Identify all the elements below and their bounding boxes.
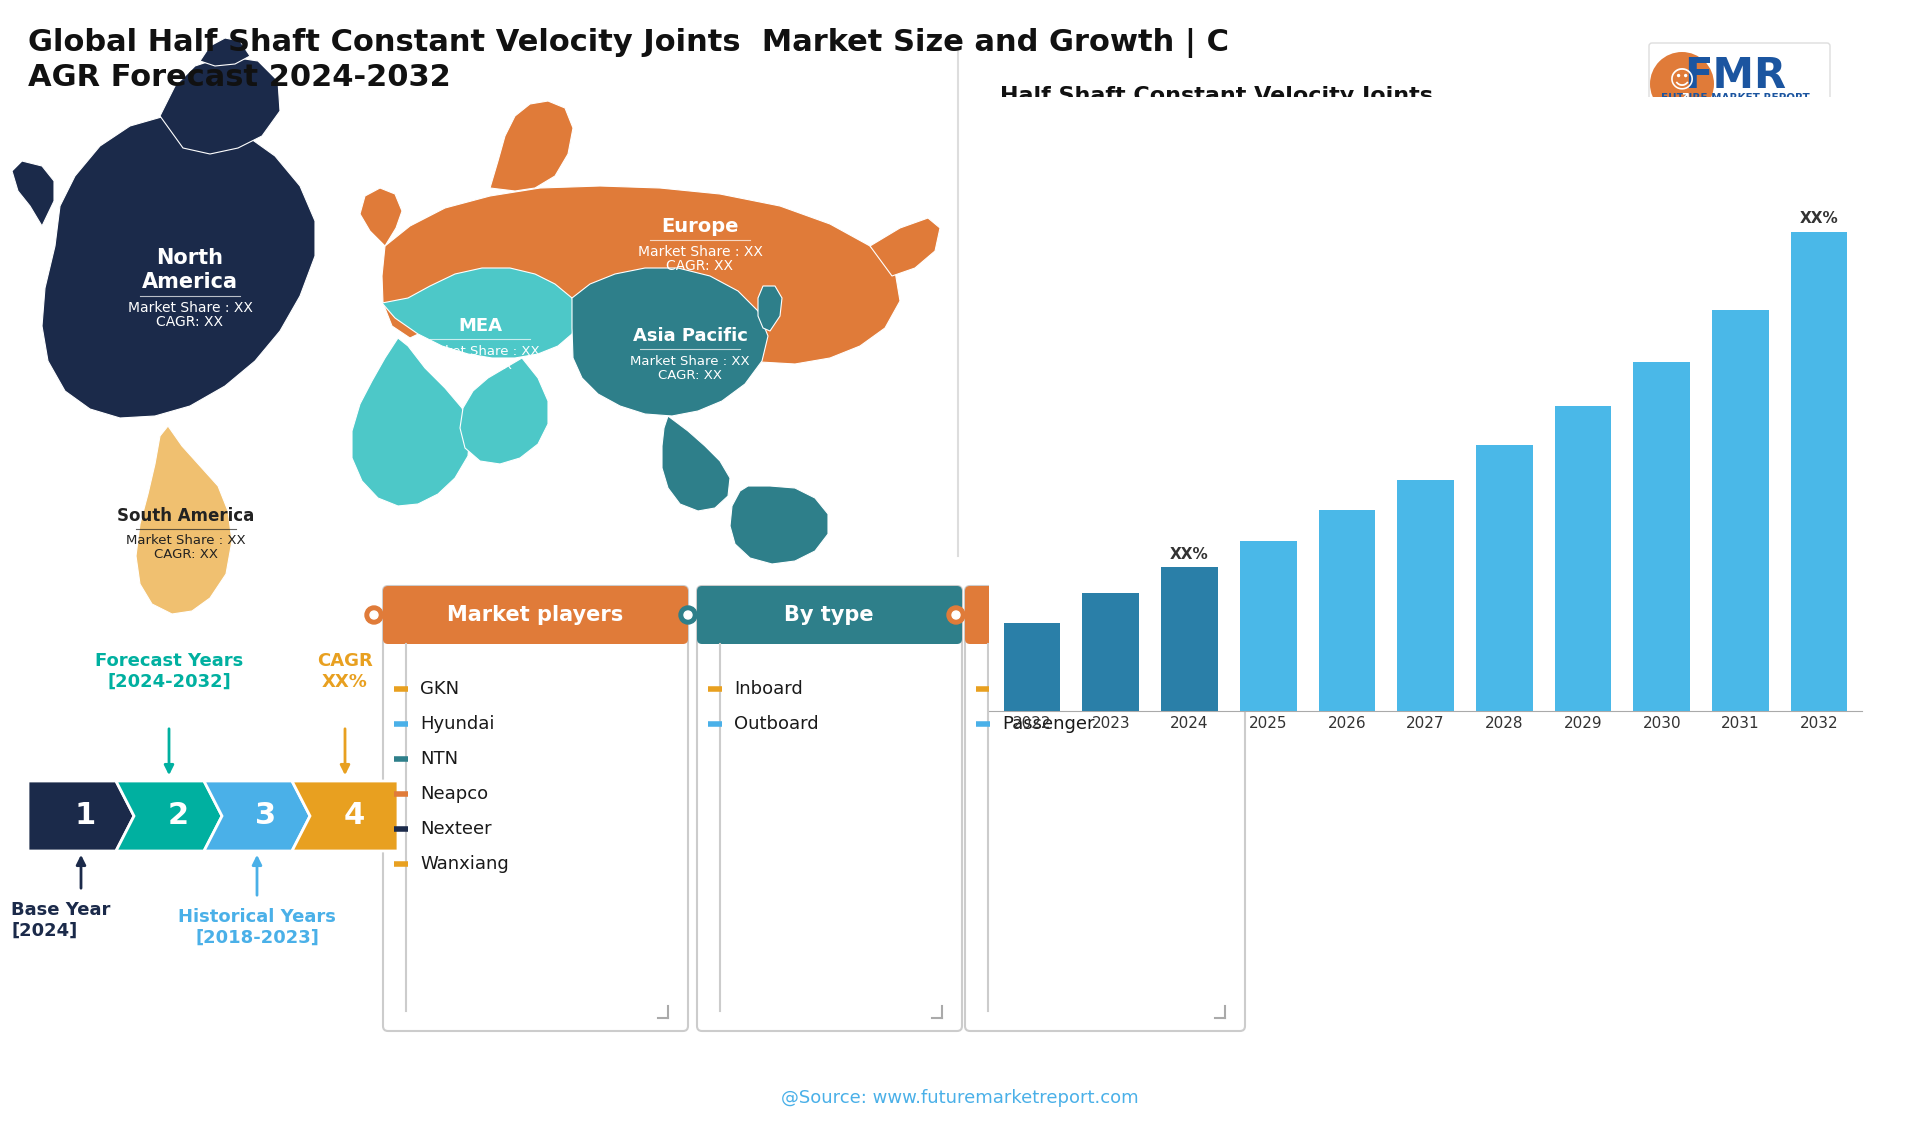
Polygon shape [361, 188, 401, 246]
Text: Outboard: Outboard [733, 715, 818, 733]
Polygon shape [200, 38, 250, 66]
Circle shape [684, 611, 691, 619]
Text: CAGR: XX: CAGR: XX [157, 315, 223, 329]
Bar [1791, 231, 1847, 711]
Polygon shape [758, 286, 781, 331]
FancyBboxPatch shape [697, 586, 962, 1031]
Bar [1083, 592, 1139, 711]
Polygon shape [730, 486, 828, 564]
Text: Historical Years
[2018-2023]: Historical Years [2018-2023] [179, 908, 336, 947]
Text: Passenger: Passenger [1002, 715, 1094, 733]
Text: 4: 4 [344, 801, 365, 831]
Text: Inboard: Inboard [733, 680, 803, 698]
Circle shape [371, 611, 378, 619]
Polygon shape [29, 782, 134, 851]
Text: GKN: GKN [420, 680, 459, 698]
Polygon shape [382, 186, 900, 364]
Bar [1240, 541, 1296, 711]
FancyBboxPatch shape [697, 586, 962, 644]
Text: ☺: ☺ [1668, 68, 1695, 92]
Circle shape [952, 611, 960, 619]
Text: South America: South America [117, 507, 255, 525]
Text: Half Shaft Constant Velocity Joints
Market Size Growth In
Bln or Mln: Half Shaft Constant Velocity Joints Mark… [1000, 86, 1432, 159]
Polygon shape [662, 416, 730, 511]
Polygon shape [12, 160, 54, 226]
Text: Asia Pacific: Asia Pacific [632, 327, 747, 345]
Polygon shape [382, 268, 578, 358]
Circle shape [365, 606, 382, 625]
Text: FMR: FMR [1684, 55, 1786, 97]
Text: CAGR: XX: CAGR: XX [154, 549, 219, 562]
Polygon shape [870, 218, 941, 276]
Polygon shape [292, 782, 397, 851]
Text: Market Share : XX: Market Share : XX [127, 300, 252, 315]
Text: Neapco: Neapco [420, 785, 488, 803]
Circle shape [947, 606, 966, 625]
Bar [1476, 445, 1532, 711]
Text: Nexteer: Nexteer [420, 821, 492, 838]
Text: 3: 3 [255, 801, 276, 831]
FancyBboxPatch shape [966, 586, 1244, 1031]
Bar [1713, 309, 1768, 711]
Text: Forecast Years
[2024-2032]: Forecast Years [2024-2032] [94, 652, 244, 691]
Bar [1319, 510, 1375, 711]
Text: ↗: ↗ [1674, 88, 1690, 108]
Text: Market Share : XX: Market Share : XX [637, 245, 762, 259]
Text: 2: 2 [167, 801, 188, 831]
Text: Market players: Market players [447, 605, 624, 625]
Text: CAGR: XX: CAGR: XX [447, 359, 513, 371]
Text: Wanxiang: Wanxiang [420, 855, 509, 873]
Polygon shape [204, 782, 309, 851]
Text: CAGR
XX%: CAGR XX% [317, 652, 372, 691]
Text: XX%: XX% [1799, 211, 1839, 226]
Polygon shape [490, 101, 572, 191]
Text: CAGR: XX: CAGR: XX [659, 369, 722, 382]
Text: CAGR: XX: CAGR: XX [666, 259, 733, 273]
Polygon shape [159, 56, 280, 154]
FancyBboxPatch shape [966, 586, 1244, 644]
Circle shape [680, 606, 697, 625]
Text: AGR Forecast 2024-2032: AGR Forecast 2024-2032 [29, 63, 451, 92]
Text: MEA: MEA [459, 317, 501, 335]
Bar [1634, 362, 1690, 711]
Bar [1162, 567, 1217, 711]
Text: FUTURE MARKET REPORT: FUTURE MARKET REPORT [1661, 93, 1809, 103]
Text: Base Year
[2024]: Base Year [2024] [12, 901, 111, 940]
Text: Commercial: Commercial [1002, 680, 1110, 698]
Text: By application: By application [1021, 605, 1188, 625]
Circle shape [1649, 52, 1715, 116]
Text: Market Share : XX: Market Share : XX [127, 534, 246, 548]
Polygon shape [42, 116, 315, 418]
Bar [1555, 406, 1611, 711]
Bar [1398, 480, 1453, 711]
Text: Market Share : XX: Market Share : XX [630, 355, 751, 368]
Text: Global Half Shaft Constant Velocity Joints  Market Size and Growth | C: Global Half Shaft Constant Velocity Join… [29, 28, 1229, 58]
Polygon shape [572, 268, 768, 416]
Bar [1004, 623, 1060, 711]
Polygon shape [351, 338, 470, 507]
Text: @Source: www.futuremarketreport.com: @Source: www.futuremarketreport.com [781, 1089, 1139, 1107]
FancyBboxPatch shape [382, 586, 687, 1031]
Polygon shape [461, 358, 547, 464]
Text: By type: By type [783, 605, 874, 625]
Text: North
America: North America [142, 249, 238, 291]
Text: 1: 1 [75, 801, 96, 831]
Polygon shape [115, 782, 223, 851]
Polygon shape [136, 426, 232, 614]
Text: NTN: NTN [420, 749, 459, 768]
FancyBboxPatch shape [382, 586, 687, 644]
Text: XX%: XX% [1169, 547, 1210, 562]
Text: Europe: Europe [660, 217, 739, 235]
Text: Hyundai: Hyundai [420, 715, 495, 733]
Text: Market Share : XX: Market Share : XX [420, 345, 540, 358]
